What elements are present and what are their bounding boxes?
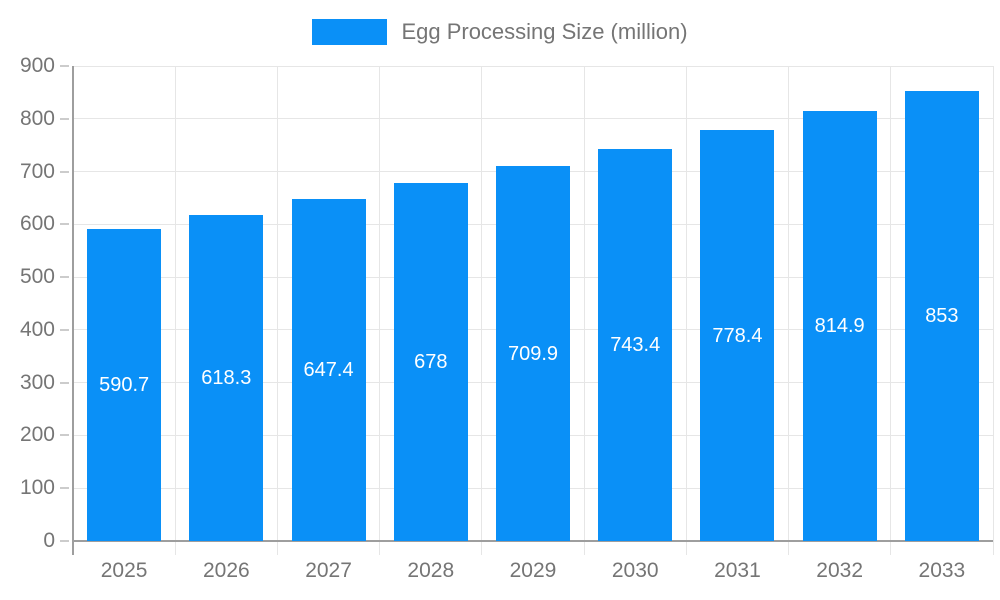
legend[interactable]: Egg Processing Size (million) bbox=[0, 16, 1000, 48]
y-tick bbox=[60, 381, 69, 384]
y-tick bbox=[60, 170, 69, 173]
y-tick-label: 600 bbox=[19, 212, 55, 236]
bar-value-label: 647.4 bbox=[303, 359, 354, 382]
y-tick bbox=[60, 65, 69, 67]
y-tick-label: 400 bbox=[19, 317, 55, 341]
bar[interactable]: 853 bbox=[904, 90, 979, 541]
category-gridline bbox=[685, 66, 687, 555]
y-tick-label: 900 bbox=[19, 54, 55, 77]
category-gridline bbox=[276, 66, 278, 555]
legend-label: Egg Processing Size (million) bbox=[401, 19, 688, 44]
category-gridline bbox=[481, 66, 483, 555]
y-tick-label: 300 bbox=[19, 370, 55, 394]
y-tick bbox=[60, 540, 69, 542]
bar[interactable]: 647.4 bbox=[291, 199, 366, 541]
y-tick bbox=[60, 434, 69, 437]
y-axis-line bbox=[72, 66, 74, 555]
plot-area: 0 100 200 300 400 500 600 700 800 900 590.7 2025 618… bbox=[20, 55, 994, 582]
bar[interactable]: 778.4 bbox=[700, 130, 775, 541]
x-tick-label: 2033 bbox=[918, 559, 966, 582]
y-tick-label: 100 bbox=[19, 476, 55, 500]
category-gridline bbox=[992, 66, 994, 555]
y-tick-label: 0 bbox=[43, 529, 55, 552]
bar[interactable]: 590.7 bbox=[87, 229, 162, 541]
bar-value-label: 590.7 bbox=[99, 374, 150, 397]
y-tick-label: 500 bbox=[19, 265, 55, 289]
gridline bbox=[73, 118, 993, 120]
bar[interactable]: 618.3 bbox=[189, 214, 264, 541]
y-tick-label: 200 bbox=[19, 423, 55, 447]
category-gridline bbox=[583, 66, 585, 555]
x-axis-line bbox=[73, 540, 993, 542]
bar[interactable]: 709.9 bbox=[496, 166, 570, 541]
bar-value-label: 709.9 bbox=[507, 342, 559, 365]
category-gridline bbox=[890, 66, 892, 555]
x-tick-label: 2031 bbox=[714, 559, 761, 582]
gridline bbox=[73, 65, 993, 67]
bar-value-label: 678 bbox=[414, 351, 448, 374]
bar-value-label: 618.3 bbox=[201, 366, 252, 389]
bar[interactable]: 814.9 bbox=[802, 110, 877, 541]
category-gridline bbox=[379, 66, 381, 555]
category-gridline bbox=[788, 66, 790, 555]
y-tick bbox=[60, 487, 69, 490]
y-tick-label: 800 bbox=[19, 106, 55, 130]
bar-value-label: 853 bbox=[925, 304, 959, 327]
y-tick bbox=[60, 276, 69, 279]
y-tick-label: 700 bbox=[19, 159, 55, 183]
bar-value-label: 814.9 bbox=[814, 314, 865, 337]
bar-value-label: 778.4 bbox=[712, 324, 763, 347]
bar[interactable]: 743.4 bbox=[598, 148, 673, 541]
x-tick-label: 2030 bbox=[611, 559, 659, 582]
y-tick bbox=[60, 117, 69, 120]
x-tick-label: 2029 bbox=[509, 559, 557, 582]
x-tick-label: 2025 bbox=[100, 559, 148, 582]
bar[interactable]: 678 bbox=[393, 183, 468, 541]
x-tick-label: 2028 bbox=[407, 559, 455, 582]
bar-value-label: 743.4 bbox=[610, 333, 661, 356]
y-tick bbox=[60, 328, 69, 331]
y-tick bbox=[60, 223, 69, 226]
category-gridline bbox=[174, 66, 176, 555]
x-tick-label: 2027 bbox=[305, 559, 352, 582]
x-tick-label: 2032 bbox=[816, 559, 864, 582]
legend-swatch bbox=[312, 19, 388, 45]
x-tick-label: 2026 bbox=[202, 559, 250, 582]
